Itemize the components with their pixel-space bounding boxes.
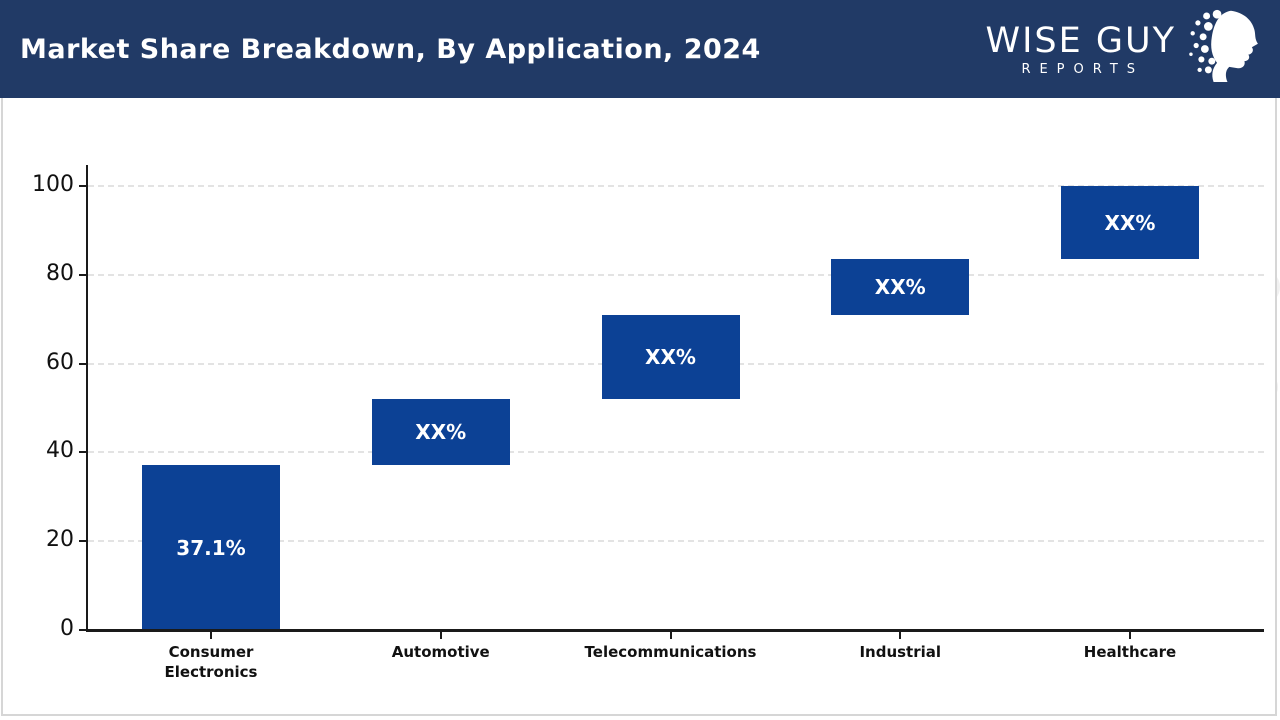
y-axis-line [86,165,88,630]
gridline-80 [88,273,1264,276]
y-axis-tick-label-100: 100 [32,172,74,197]
brand-logo-text: WISE GUY REPORTS [985,22,1176,77]
y-axis-tick-100 [79,185,88,187]
x-axis-tick-healthcare [1129,630,1131,639]
y-axis-tick-40 [79,451,88,454]
y-axis-tick-label-20: 20 [46,527,74,553]
bar-consumer-electronics: 37.1% [142,465,280,630]
category-label-automotive: Automotive [391,643,490,661]
bar-value-label-telecommunications: XX% [645,344,696,369]
category-label-healthcare: Healthcare [1083,643,1177,661]
category-label-telecommunications: Telecommunications [584,643,757,661]
bar-value-label-industrial: XX% [874,275,926,299]
category-label-industrial: Industrial [859,643,942,661]
y-axis-tick-label-60: 60 [46,349,74,375]
x-axis-tick-consumer-electronics [210,630,212,639]
y-axis-tick-label-40: 40 [46,438,74,464]
x-axis-tick-automotive [439,630,442,639]
gridline-20 [88,540,1264,543]
gridline-100 [88,185,1264,187]
bar-telecommunications: XX% [601,314,740,399]
bar-automotive: XX% [371,398,510,466]
brand-logo-head-icon [1189,9,1258,83]
brand-logo: WISE GUY REPORTS [985,8,1268,90]
brand-logo-line1: WISE GUY [985,20,1176,61]
x-axis-tick-telecommunications [669,630,672,639]
y-axis-tick-label-0: 0 [60,616,74,641]
bar-value-label-consumer-electronics: 37.1% [176,535,246,560]
brand-logo-line2: REPORTS [1021,61,1145,77]
bar-industrial: XX% [831,259,970,315]
bar-value-label-healthcare: XX% [1104,210,1156,235]
y-axis-tick-label-80: 80 [46,260,74,286]
x-axis-line [86,629,1264,632]
header-bar: Market Share Breakdown, By Application, … [0,0,1280,98]
y-axis-tick-20 [79,540,88,543]
category-label-consumer-electronics: Consumer Electronics [164,643,258,681]
x-axis-tick-industrial [899,630,902,639]
page-title: Market Share Breakdown, By Application, … [20,33,761,65]
bar-value-label-automotive: XX% [415,419,467,444]
y-axis-tick-0 [79,629,88,631]
y-axis-tick-60 [79,362,88,365]
y-axis-tick-80 [79,273,88,276]
bar-healthcare: XX% [1061,186,1199,260]
gridline-40 [88,451,1264,454]
